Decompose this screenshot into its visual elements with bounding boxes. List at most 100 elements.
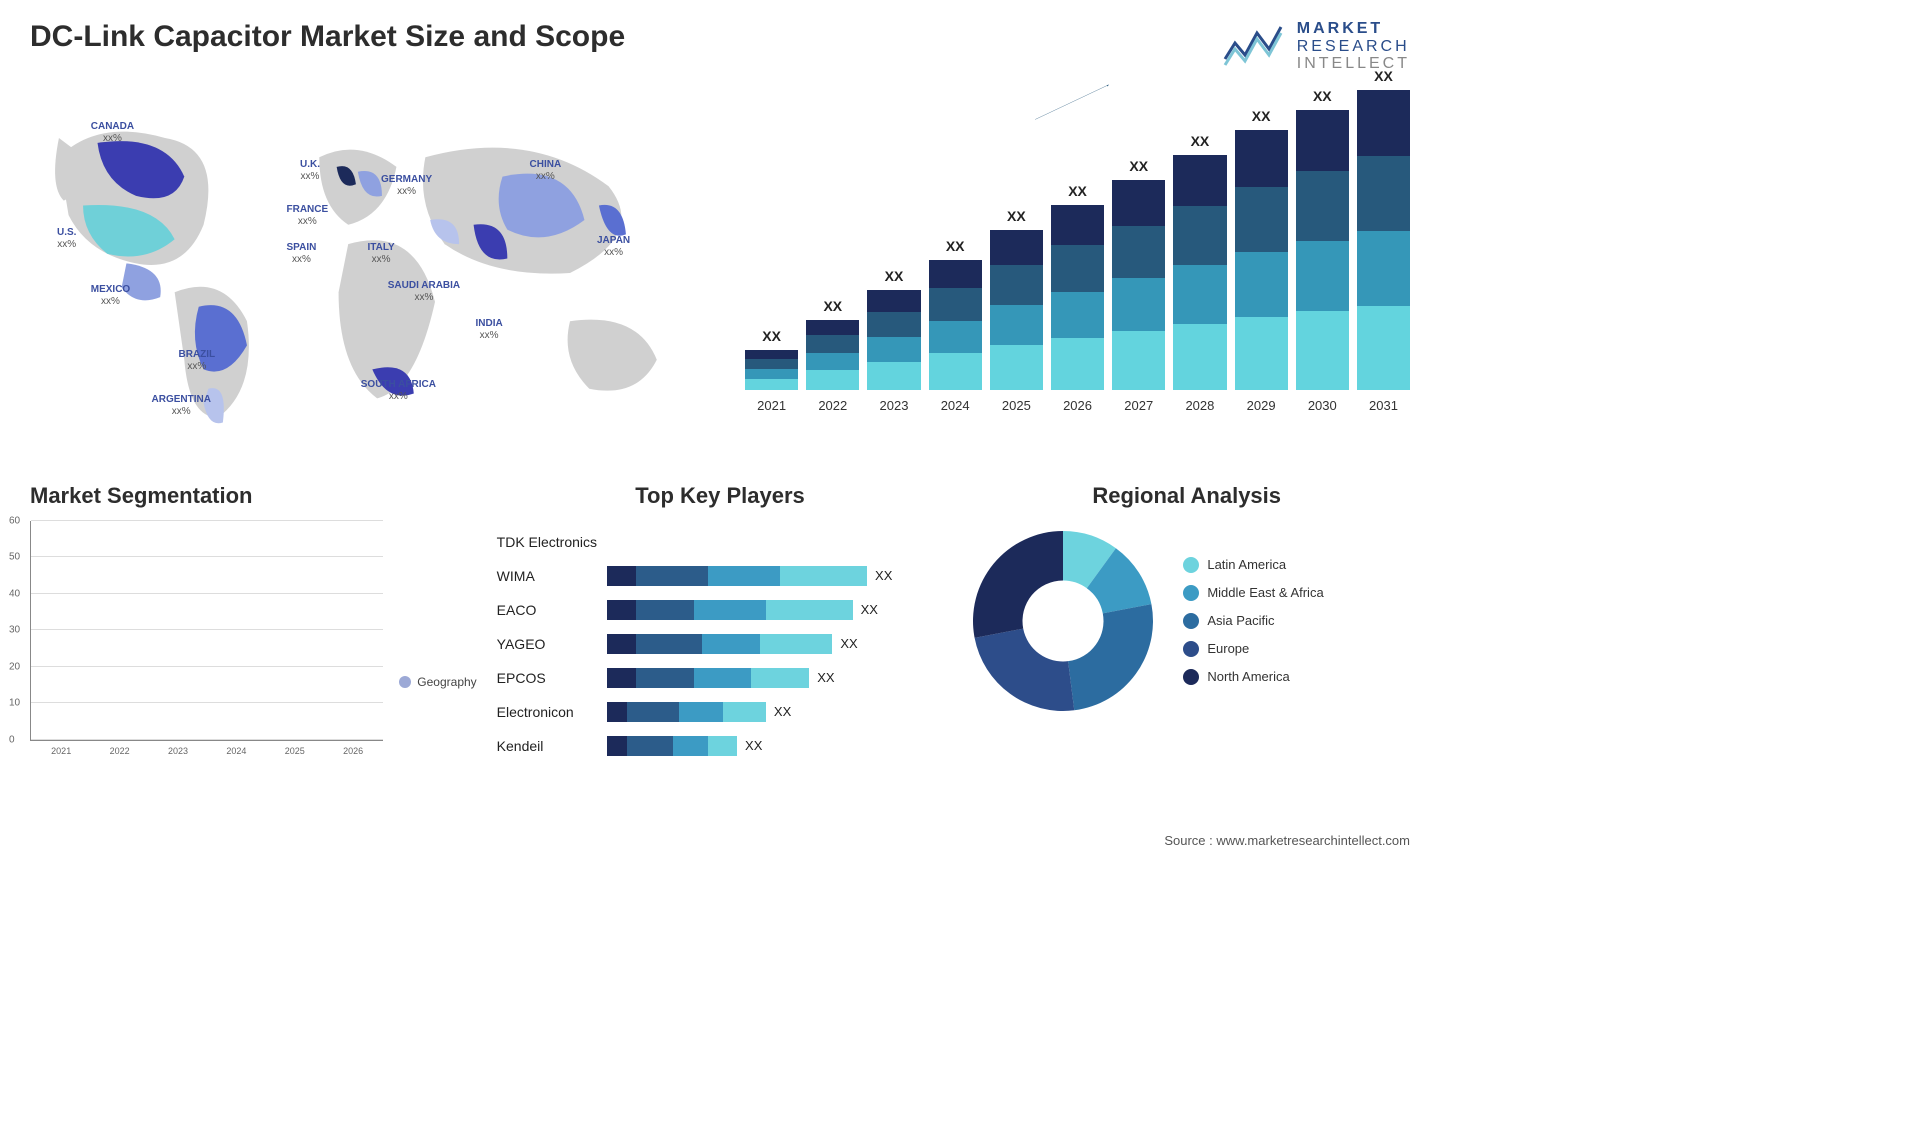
growth-bar-year: 2027 <box>1124 398 1153 413</box>
map-label: MEXICOxx% <box>91 284 130 308</box>
segmentation-panel: Market Segmentation 01020304050602021202… <box>30 483 477 763</box>
keyplayer-value: XX <box>774 704 791 719</box>
donut-slice <box>975 628 1075 710</box>
logo-line1: MARKET <box>1297 20 1410 38</box>
growth-bar-column: XX2025 <box>990 208 1043 413</box>
map-label: U.K.xx% <box>300 159 320 183</box>
map-label: ARGENTINAxx% <box>152 394 211 418</box>
growth-bar-value: XX <box>1313 88 1332 104</box>
growth-bar-value: XX <box>1007 208 1026 224</box>
keyplayer-row: XX <box>607 600 943 620</box>
keyplayer-value: XX <box>875 568 892 583</box>
world-map-panel: CANADAxx% U.S.xx% MEXICOxx% BRAZILxx% ARGENT… <box>30 83 705 463</box>
map-label: ITALYxx% <box>368 242 395 266</box>
keyplayer-row: XX <box>607 668 943 688</box>
map-label: U.S.xx% <box>57 227 76 251</box>
map-label: FRANCExx% <box>287 204 329 228</box>
map-label: CHINAxx% <box>530 159 562 183</box>
growth-stacked-chart: XX2021XX2022XX2023XX2024XX2025XX2026XX20… <box>735 93 1410 413</box>
regional-title: Regional Analysis <box>963 483 1410 509</box>
keyplayers-bars: XX XX XX XX XX XX <box>607 521 943 763</box>
growth-bar-year: 2023 <box>880 398 909 413</box>
regional-donut-chart <box>963 521 1163 721</box>
keyplayer-label: Electronicon <box>497 704 597 720</box>
row-bottom: Market Segmentation 01020304050602021202… <box>30 483 1410 763</box>
growth-bar-column: XX 2021 <box>745 328 798 413</box>
map-label: CANADAxx% <box>91 121 134 145</box>
legend-dot-icon <box>1183 557 1199 573</box>
keyplayer-row: XX <box>607 634 943 654</box>
keyplayer-label: YAGEO <box>497 636 597 652</box>
growth-bar-value: XX <box>823 298 842 314</box>
growth-bar-year: 2031 <box>1369 398 1398 413</box>
donut-legend-label: North America <box>1207 669 1289 684</box>
map-label: GERMANYxx% <box>381 174 432 198</box>
regional-panel: Regional Analysis Latin America Middle Ea… <box>963 483 1410 763</box>
growth-bar-column: XX2022 <box>806 298 859 413</box>
donut-slice <box>1068 604 1153 710</box>
source-attribution: Source : www.marketresearchintellect.com <box>1164 833 1410 848</box>
page-title: DC-Link Capacitor Market Size and Scope <box>30 20 625 54</box>
keyplayer-value: XX <box>840 636 857 651</box>
row-top: CANADAxx% U.S.xx% MEXICOxx% BRAZILxx% ARGENT… <box>30 83 1410 463</box>
growth-bar-value: XX <box>762 328 781 344</box>
seg-year-label: 2024 <box>226 746 246 756</box>
growth-bar-value: XX <box>1252 108 1271 124</box>
seg-year-label: 2022 <box>110 746 130 756</box>
keyplayers-title: Top Key Players <box>497 483 944 509</box>
logo-line2: RESEARCH <box>1297 38 1410 56</box>
keyplayer-label: EPCOS <box>497 670 597 686</box>
keyplayer-value: XX <box>817 670 834 685</box>
growth-bar-year: 2026 <box>1063 398 1092 413</box>
donut-slice <box>973 531 1063 638</box>
keyplayer-label: EACO <box>497 602 597 618</box>
growth-bar-year: 2024 <box>941 398 970 413</box>
map-label: JAPANxx% <box>597 235 630 259</box>
keyplayers-labels: TDK Electronics WIMA EACO YAGEO EPCOS Electro… <box>497 521 597 763</box>
donut-legend-item: North America <box>1183 669 1323 685</box>
growth-bar-value: XX <box>1191 133 1210 149</box>
legend-dot-icon <box>399 676 411 688</box>
brand-logo: MARKET RESEARCH INTELLECT <box>1223 20 1410 73</box>
growth-bar-value: XX <box>1129 158 1148 174</box>
donut-legend-label: Latin America <box>1207 557 1286 572</box>
map-label: SPAINxx% <box>287 242 317 266</box>
seg-y-tick: 40 <box>9 588 20 599</box>
seg-year-label: 2023 <box>168 746 188 756</box>
growth-bar-value: XX <box>885 268 904 284</box>
donut-legend-item: Asia Pacific <box>1183 613 1323 629</box>
map-label: BRAZILxx% <box>179 349 216 373</box>
growth-bar-year: 2030 <box>1308 398 1337 413</box>
legend-dot-icon <box>1183 585 1199 601</box>
keyplayers-panel: Top Key Players TDK Electronics WIMA EACO Y… <box>497 483 944 763</box>
header: DC-Link Capacitor Market Size and Scope … <box>30 20 1410 73</box>
growth-bar-value: XX <box>946 238 965 254</box>
seg-year-label: 2025 <box>285 746 305 756</box>
growth-bar-column: XX 2027 <box>1112 158 1165 413</box>
segmentation-legend: Geography <box>399 521 476 763</box>
segmentation-legend-label: Geography <box>417 675 476 689</box>
map-label: SAUDI ARABIAxx% <box>388 280 460 304</box>
keyplayer-label: TDK Electronics <box>497 534 597 550</box>
growth-bar-year: 2028 <box>1185 398 1214 413</box>
keyplayer-value: XX <box>861 602 878 617</box>
map-label: SOUTH AFRICAxx% <box>361 379 436 403</box>
growth-bar-column: XX2026 <box>1051 183 1104 413</box>
growth-bar-year: 2021 <box>757 398 786 413</box>
map-label: INDIAxx% <box>476 318 503 342</box>
logo-mark-icon <box>1223 21 1287 71</box>
keyplayer-row: XX <box>607 736 943 756</box>
keyplayer-label: WIMA <box>497 568 597 584</box>
regional-legend: Latin America Middle East & Africa Asia Pa… <box>1183 557 1323 685</box>
seg-y-tick: 30 <box>9 625 20 636</box>
keyplayer-label: Kendeil <box>497 738 597 754</box>
seg-year-label: 2026 <box>343 746 363 756</box>
seg-y-tick: 20 <box>9 661 20 672</box>
seg-y-tick: 0 <box>9 734 15 745</box>
donut-legend-item: Latin America <box>1183 557 1323 573</box>
keyplayer-row: XX <box>607 566 943 586</box>
donut-legend-label: Asia Pacific <box>1207 613 1274 628</box>
keyplayer-value: XX <box>745 738 762 753</box>
growth-bar-column: XX 2028 <box>1173 133 1226 413</box>
donut-legend-label: Middle East & Africa <box>1207 585 1323 600</box>
